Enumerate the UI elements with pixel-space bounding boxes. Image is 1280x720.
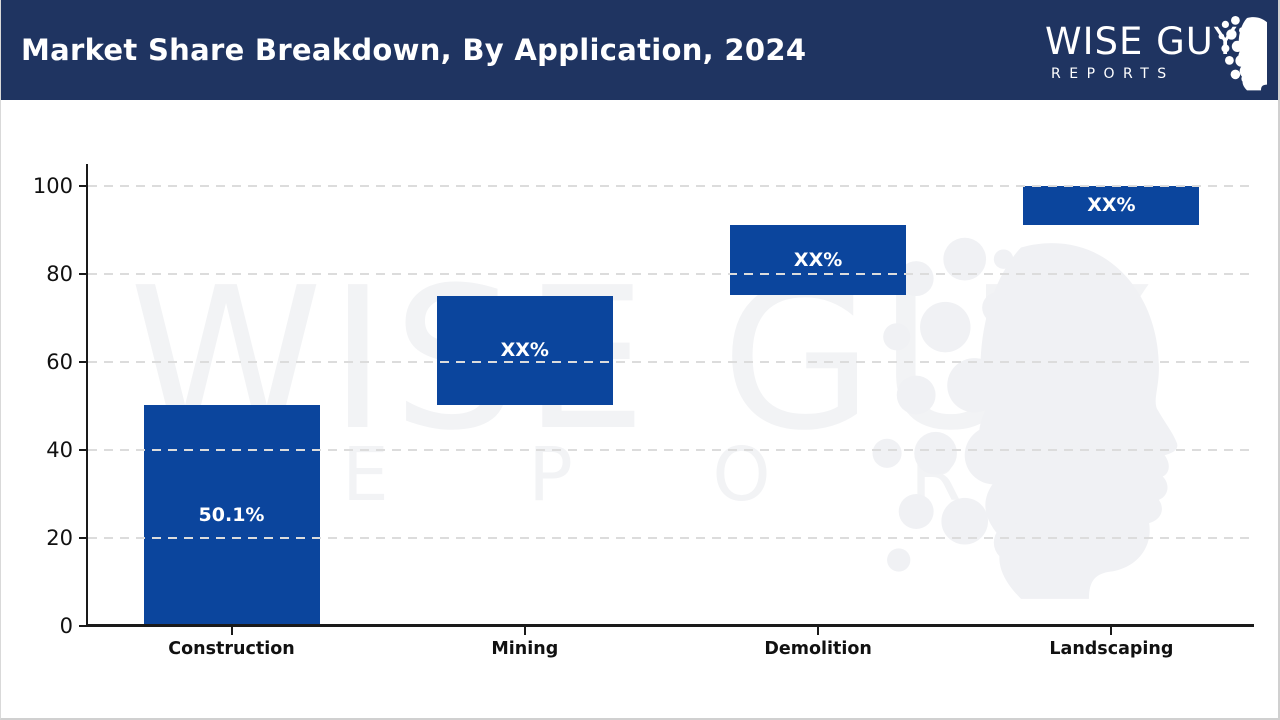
x-axis-tick [817,627,820,635]
gridline-40 [88,448,1254,451]
gridline-80 [88,272,1254,275]
bar-mining [436,295,613,406]
y-tick-label: 40 [46,437,73,462]
wise-guy-reports-logo-graphic: WISE GUY REPORTS [1045,16,1267,91]
bar-landscaping [1023,185,1200,226]
y-tick-label: 80 [46,261,73,286]
x-axis-label-landscaping: Landscaping [1049,639,1174,659]
y-tick-label: 100 [32,173,73,198]
gridline-20 [88,536,1254,539]
x-axis-line [86,624,1254,627]
x-axis-label-construction: Construction [168,639,295,659]
y-tick-label: 0 [59,613,73,638]
x-axis-tick [523,627,526,635]
dotted-head-profile-watermark-icon [872,237,1178,599]
y-axis-tick [79,536,87,539]
bar-value-label: XX% [793,249,843,272]
bar-value-label: XX% [500,339,549,362]
y-axis-tick [79,624,87,627]
x-axis-label-demolition: Demolition [764,639,872,659]
y-axis-spine [86,164,88,626]
gridline-60 [88,360,1254,363]
x-axis-tick [230,627,233,635]
y-tick-label: 20 [46,525,73,550]
logo-subtext: REPORTS [1051,66,1175,82]
logo-wordmark: WISE GUY [1045,20,1237,63]
bar-demolition [730,225,907,296]
y-axis-tick [79,448,87,451]
y-axis-tick [79,184,87,187]
gridline-100 [88,184,1254,187]
x-axis-tick [1110,627,1113,635]
header-bar: Market Share Breakdown, By Application, … [1,0,1278,100]
y-tick-label: 60 [46,349,73,374]
page-title: Market Share Breakdown, By Application, … [21,33,807,67]
bar-value-label: XX% [1087,194,1136,217]
dotted-head-profile-logo-icon [1218,16,1267,91]
x-axis-label-mining: Mining [491,639,559,659]
y-axis-tick [79,272,87,275]
bar-value-label: 50.1% [198,504,265,527]
y-axis-tick [79,360,87,363]
bar-construction [143,405,320,626]
wise-guy-reports-logo: WISE GUY REPORTS [1017,8,1267,92]
